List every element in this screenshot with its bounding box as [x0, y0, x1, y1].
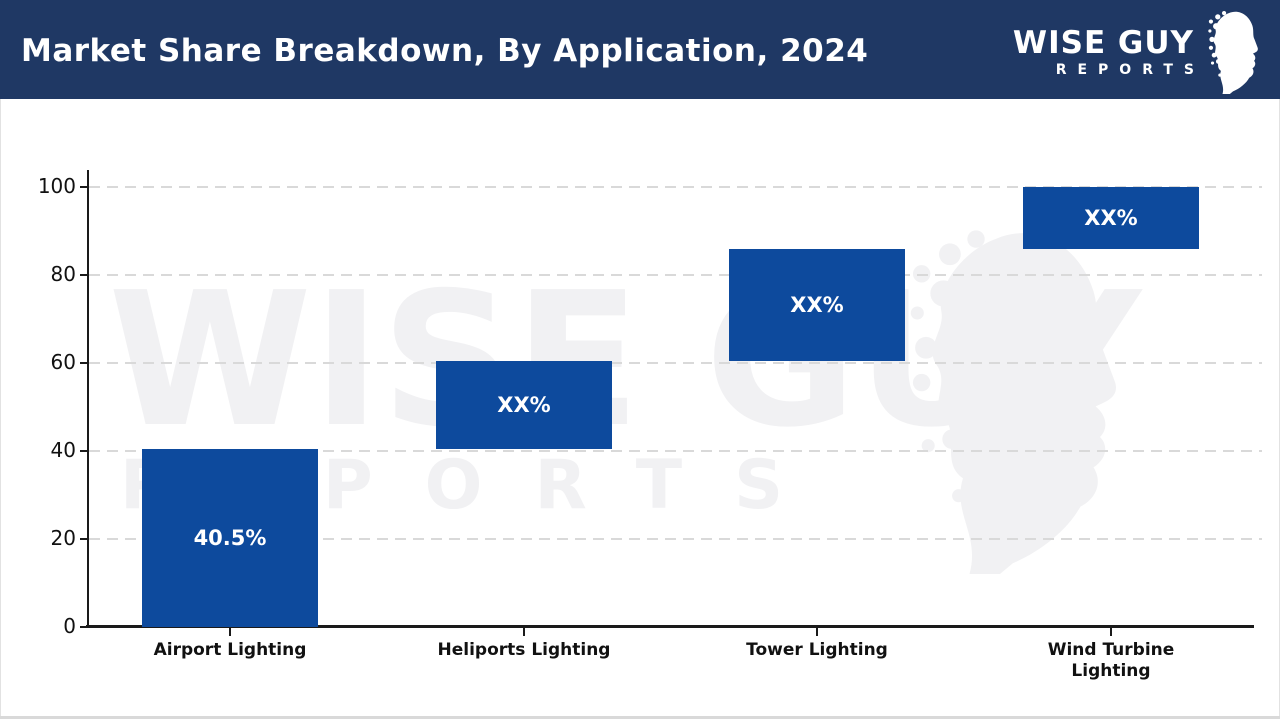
- y-tick-label: 100: [37, 174, 76, 198]
- gridline: [89, 538, 1262, 540]
- bar-value-label: XX%: [1084, 205, 1138, 230]
- x-tick-label: Tower Lighting: [746, 640, 888, 660]
- y-tick-mark: [80, 186, 88, 188]
- gridline: [89, 450, 1262, 452]
- logo-wordmark: WISE GUY: [1012, 25, 1194, 61]
- x-tick-mark: [1110, 628, 1112, 636]
- bar-segment: XX%: [1023, 187, 1199, 249]
- x-tick-label: Wind Turbine Lighting: [1047, 640, 1175, 681]
- x-tick-mark: [229, 628, 231, 636]
- y-tick-label: 80: [50, 262, 76, 286]
- y-tick-label: 0: [63, 614, 76, 638]
- x-tick-mark: [816, 628, 818, 636]
- page-border-bottom: [0, 716, 1280, 719]
- header-banner: Market Share Breakdown, By Application, …: [0, 0, 1280, 99]
- x-tick-label: Airport Lighting: [153, 640, 307, 660]
- y-tick-mark: [80, 626, 88, 628]
- wiseguy-logo-text: WISE GUY REPORTS: [1013, 26, 1194, 78]
- wiseguy-logo: WISE GUY REPORTS: [1012, 6, 1262, 94]
- gridline: [89, 362, 1262, 364]
- gridline: [89, 186, 1262, 188]
- y-tick-mark: [80, 362, 88, 364]
- chart-title: Market Share Breakdown, By Application, …: [21, 33, 869, 69]
- y-tick-label: 20: [50, 526, 76, 550]
- bar-segment: XX%: [436, 360, 612, 449]
- bar-value-label: XX%: [790, 292, 844, 317]
- x-tick-mark: [523, 628, 525, 636]
- y-axis-spine: [87, 170, 89, 628]
- watermark-face-icon: [910, 230, 1116, 574]
- y-tick-mark: [80, 538, 88, 540]
- y-tick-label: 60: [50, 350, 76, 374]
- logo-subtitle: REPORTS: [1055, 62, 1205, 78]
- bar-segment: 40.5%: [142, 448, 318, 627]
- x-axis-spine: [86, 625, 1254, 628]
- x-tick-label: Heliports Lighting: [437, 640, 611, 660]
- bar-value-label: XX%: [497, 392, 551, 417]
- y-tick-mark: [80, 450, 88, 452]
- bar-segment: XX%: [729, 248, 905, 361]
- wiseguy-face-icon: [1208, 11, 1258, 94]
- page-border-left: [0, 99, 1, 718]
- y-tick-mark: [80, 274, 88, 276]
- y-tick-label: 40: [50, 438, 76, 462]
- gridline: [89, 274, 1262, 276]
- bar-value-label: 40.5%: [193, 525, 267, 550]
